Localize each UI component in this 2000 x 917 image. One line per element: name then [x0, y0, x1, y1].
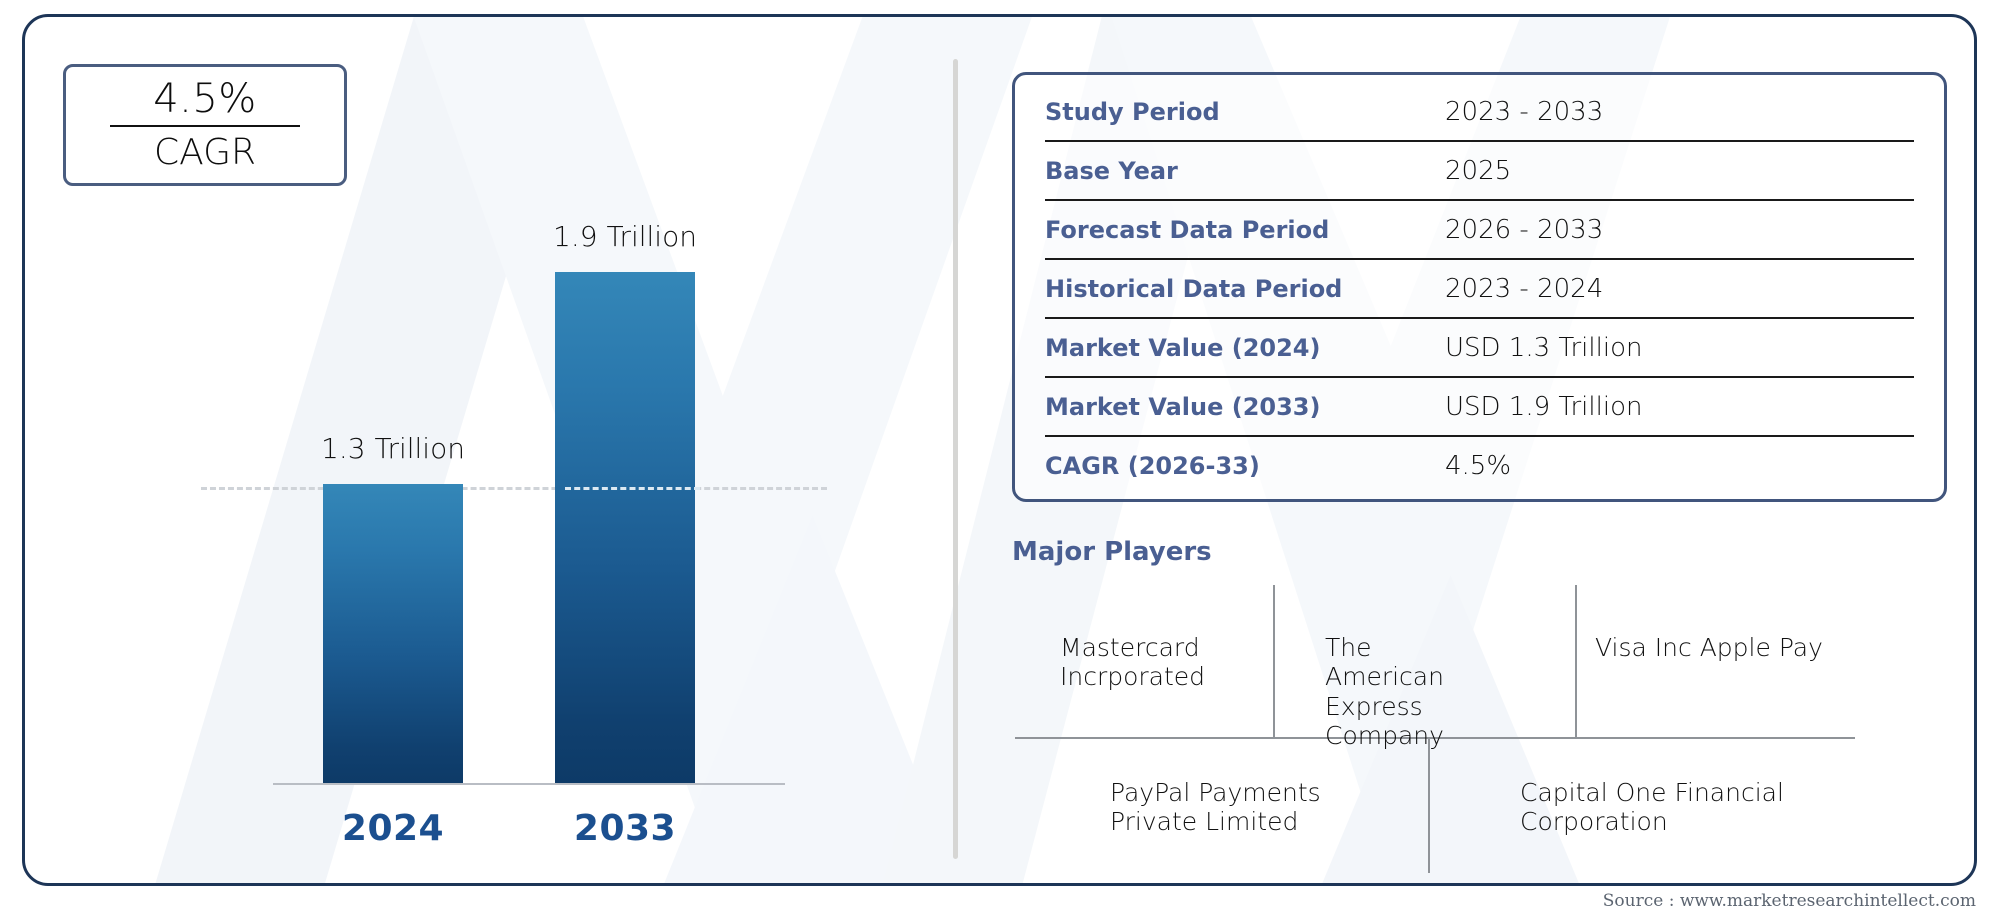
- player-mastercard: Mastercard Incrporated: [1060, 633, 1206, 692]
- spec-value: USD 1.9 Trillion: [1445, 391, 1643, 422]
- spec-value: 2025: [1445, 155, 1512, 186]
- players-divider-vertical-3: [1428, 737, 1430, 873]
- bar-2024-value-label: 1.3 Trillion: [321, 432, 465, 465]
- reference-line-overlay: [565, 487, 700, 490]
- table-row: Study Period 2023 - 2033: [1045, 83, 1914, 142]
- reference-line: [201, 487, 827, 490]
- bar-2024-fill: [323, 484, 463, 784]
- spec-value: 2023 - 2024: [1445, 273, 1604, 304]
- report-spec-table: Study Period 2023 - 2033 Base Year 2025 …: [1012, 72, 1947, 502]
- table-row: CAGR (2026-33) 4.5%: [1045, 437, 1914, 494]
- major-players-grid: Mastercard Incrporated The American Expr…: [1015, 585, 1950, 873]
- table-row: Historical Data Period 2023 - 2024: [1045, 260, 1914, 319]
- table-row: Forecast Data Period 2026 - 2033: [1045, 201, 1914, 260]
- bar-2024-category-label: 2024: [341, 808, 445, 849]
- spec-key: Market Value (2033): [1045, 392, 1321, 421]
- infographic-card-frame: 4.5% CAGR 1.3 Trillion 2024 1.9 Trillion: [22, 14, 1977, 886]
- major-players-title: Major Players: [1012, 537, 1212, 567]
- player-paypal: PayPal Payments Private Limited: [1110, 778, 1321, 837]
- panel-divider: [953, 59, 958, 859]
- source-attribution: Source : www.marketresearchintellect.com: [1602, 891, 1976, 911]
- player-capital-one: Capital One Financial Corporation: [1520, 778, 1784, 837]
- bar-2033-value-label: 1.9 Trillion: [553, 220, 697, 253]
- players-divider-vertical-2: [1575, 585, 1577, 737]
- spec-key: Historical Data Period: [1045, 274, 1343, 303]
- spec-key: Study Period: [1045, 97, 1220, 126]
- details-panel: Study Period 2023 - 2033 Base Year 2025 …: [985, 17, 1974, 883]
- table-row: Base Year 2025: [1045, 142, 1914, 201]
- spec-value: 2026 - 2033: [1445, 214, 1604, 245]
- spec-value: 4.5%: [1445, 450, 1512, 481]
- player-american-express: The American Express Company: [1325, 633, 1444, 750]
- players-divider-vertical-1: [1273, 585, 1275, 737]
- bar-2033: 1.9 Trillion: [553, 220, 697, 784]
- bar-2024: 1.3 Trillion: [321, 432, 465, 784]
- table-row: Market Value (2024) USD 1.3 Trillion: [1045, 319, 1914, 378]
- spec-key: CAGR (2026-33): [1045, 451, 1260, 480]
- bar-2033-fill: [555, 272, 695, 784]
- table-row: Market Value (2033) USD 1.9 Trillion: [1045, 378, 1914, 437]
- x-axis-line: [273, 783, 785, 785]
- spec-key: Market Value (2024): [1045, 333, 1321, 362]
- chart-panel: 4.5% CAGR 1.3 Trillion 2024 1.9 Trillion: [25, 17, 955, 883]
- bar-2033-category-label: 2033: [573, 808, 677, 849]
- bar-chart: 1.3 Trillion 2024 1.9 Trillion 2033: [25, 17, 955, 883]
- spec-key: Forecast Data Period: [1045, 215, 1330, 244]
- spec-value: USD 1.3 Trillion: [1445, 332, 1643, 363]
- spec-key: Base Year: [1045, 156, 1178, 185]
- spec-value: 2023 - 2033: [1445, 96, 1604, 127]
- player-visa-apple-pay: Visa Inc Apple Pay: [1595, 633, 1823, 662]
